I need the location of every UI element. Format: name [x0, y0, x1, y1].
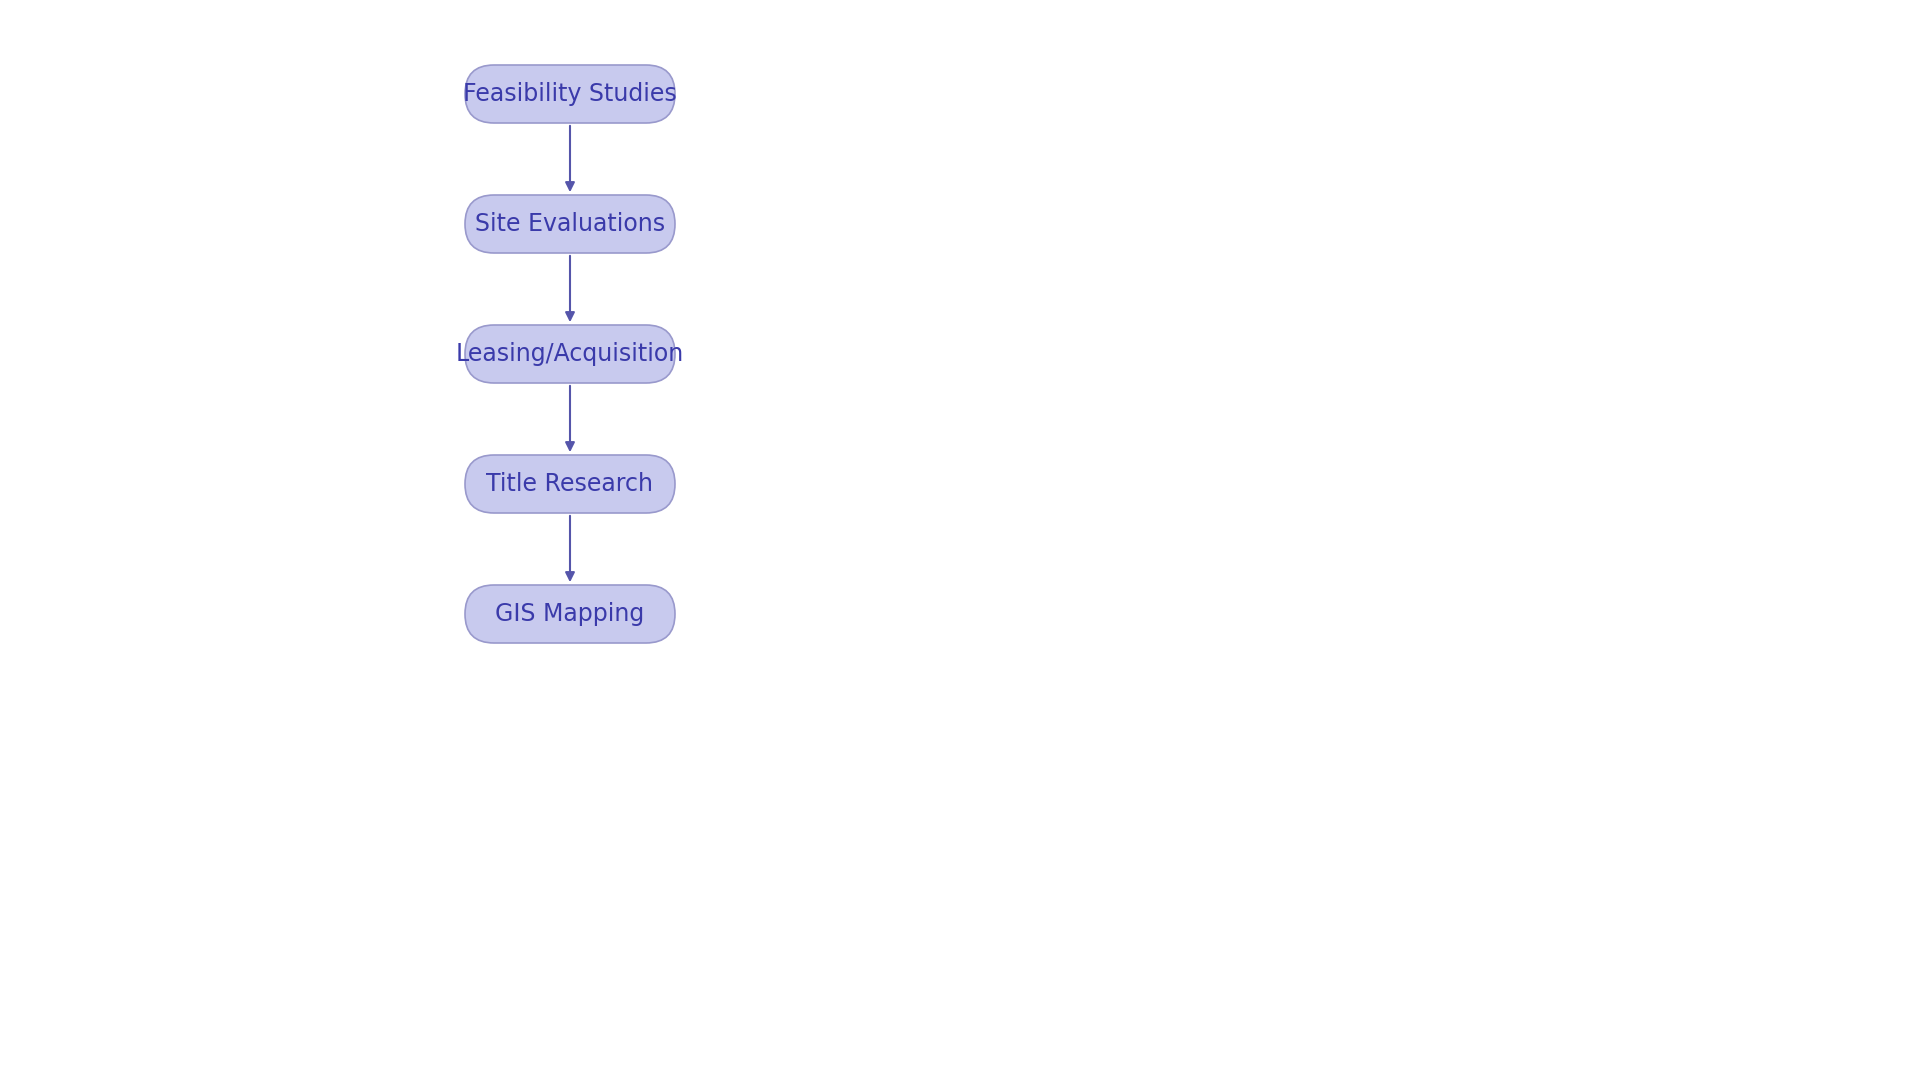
FancyBboxPatch shape: [465, 585, 676, 643]
FancyBboxPatch shape: [465, 65, 676, 123]
FancyBboxPatch shape: [465, 455, 676, 513]
Text: GIS Mapping: GIS Mapping: [495, 602, 645, 626]
Text: Leasing/Acquisition: Leasing/Acquisition: [455, 342, 684, 366]
Text: Title Research: Title Research: [486, 472, 653, 496]
Text: Site Evaluations: Site Evaluations: [474, 212, 664, 236]
FancyBboxPatch shape: [465, 325, 676, 383]
Text: Feasibility Studies: Feasibility Studies: [463, 82, 678, 106]
FancyBboxPatch shape: [465, 195, 676, 253]
